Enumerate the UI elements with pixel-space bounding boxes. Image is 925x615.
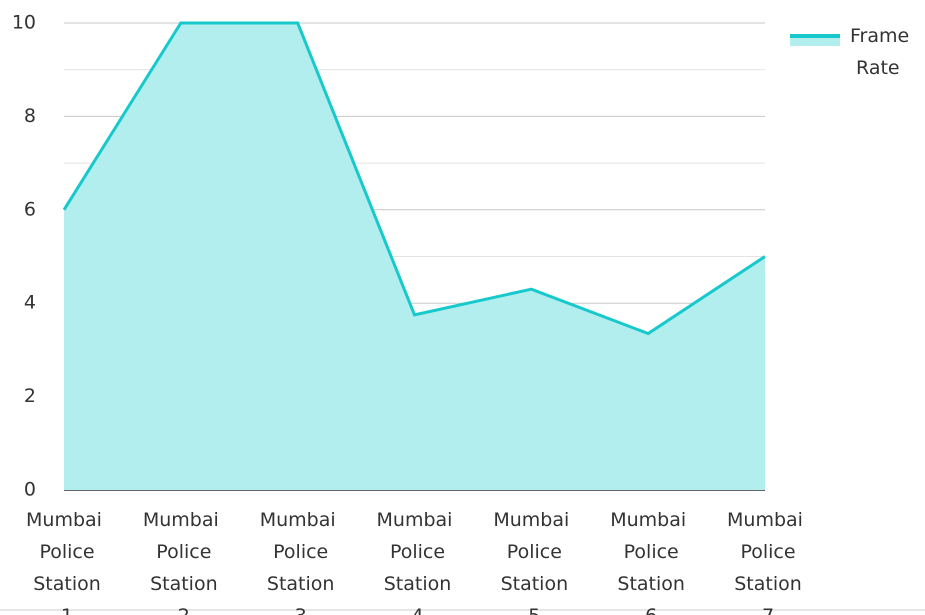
area-fill	[64, 23, 765, 490]
x-tick-label: Mumbai Police Station 1	[26, 509, 102, 615]
x-tick-label: Mumbai Police Station 4	[377, 509, 453, 615]
x-tick-label: Mumbai Police Station 2	[143, 509, 219, 615]
area-line	[62, 21, 766, 336]
y-tick-label: 2	[24, 385, 36, 407]
y-tick-label: 4	[24, 292, 36, 314]
x-tick-label: Mumbai Police Station 7	[727, 509, 803, 615]
x-tick-label: Mumbai Police Station 5	[493, 509, 569, 615]
legend-label: Frame Rate	[850, 25, 909, 79]
y-tick-label: 6	[24, 198, 36, 220]
y-tick-label: 0	[24, 479, 36, 501]
y-tick-label: 8	[24, 105, 36, 127]
y-tick-label: 10	[12, 12, 36, 34]
x-tick-label: Mumbai Police Station 6	[610, 509, 686, 615]
x-tick-label: Mumbai Police Station 3	[260, 509, 336, 615]
legend-swatch	[790, 36, 840, 46]
